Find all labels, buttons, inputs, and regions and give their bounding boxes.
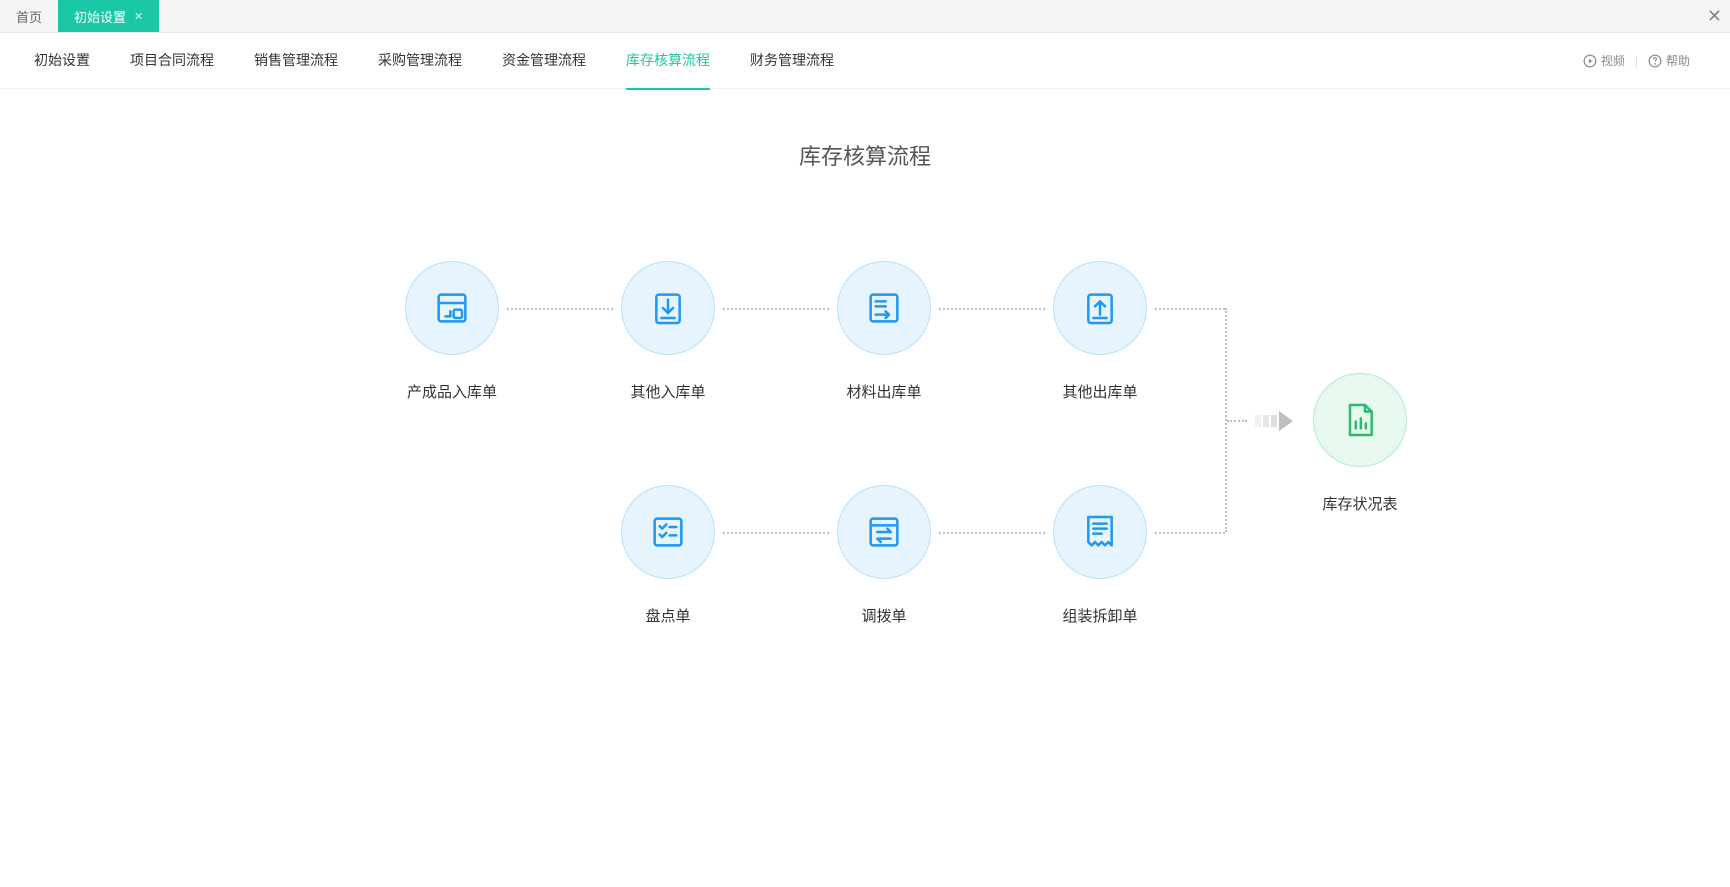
node-finished-goods-in[interactable]: 产成品入库单 bbox=[405, 261, 499, 402]
sub-nav-item-1[interactable]: 项目合同流程 bbox=[130, 32, 214, 90]
connector-r1-2 bbox=[723, 308, 829, 310]
node-other-out[interactable]: 其他出库单 bbox=[1053, 261, 1147, 402]
sub-nav-right: 视频 | 帮助 bbox=[1583, 52, 1690, 69]
sub-nav-item-5[interactable]: 库存核算流程 bbox=[626, 32, 710, 90]
sub-nav: 初始设置 项目合同流程 销售管理流程 采购管理流程 资金管理流程 库存核算流程 … bbox=[0, 33, 1730, 89]
upload-doc-icon bbox=[1080, 288, 1120, 328]
arrow-icon bbox=[1255, 411, 1293, 431]
tab-active[interactable]: 初始设置 ✕ bbox=[58, 0, 159, 32]
receipt-icon bbox=[1080, 512, 1120, 552]
node-label: 组装拆卸单 bbox=[1053, 605, 1147, 626]
divider: | bbox=[1635, 54, 1638, 68]
sub-nav-item-4[interactable]: 资金管理流程 bbox=[502, 32, 586, 90]
help-circle-icon bbox=[1648, 54, 1662, 68]
checklist-icon bbox=[648, 512, 688, 552]
play-circle-icon bbox=[1583, 54, 1597, 68]
node-label: 库存状况表 bbox=[1313, 493, 1407, 514]
node-label: 其他出库单 bbox=[1053, 381, 1147, 402]
tab-home-label: 首页 bbox=[16, 7, 42, 26]
close-icon[interactable]: ✕ bbox=[134, 10, 143, 23]
node-stocktake[interactable]: 盘点单 bbox=[621, 485, 715, 626]
connector-r1-1 bbox=[507, 308, 613, 310]
help-link[interactable]: 帮助 bbox=[1648, 52, 1690, 69]
flow-canvas: 产成品入库单 其他入库单 材料出库单 bbox=[165, 261, 1565, 711]
inbox-in-icon bbox=[432, 288, 472, 328]
sub-nav-item-0[interactable]: 初始设置 bbox=[34, 32, 90, 90]
node-material-out[interactable]: 材料出库单 bbox=[837, 261, 931, 402]
flow-title: 库存核算流程 bbox=[0, 139, 1730, 171]
tab-active-label: 初始设置 bbox=[74, 7, 126, 26]
help-label: 帮助 bbox=[1666, 52, 1690, 69]
connector-merge-bottom bbox=[1155, 532, 1225, 534]
report-chart-icon bbox=[1340, 400, 1380, 440]
node-label: 其他入库单 bbox=[621, 381, 715, 402]
swap-icon bbox=[864, 512, 904, 552]
node-other-in[interactable]: 其他入库单 bbox=[621, 261, 715, 402]
connector-merge-top bbox=[1155, 308, 1225, 310]
node-transfer[interactable]: 调拨单 bbox=[837, 485, 931, 626]
node-label: 调拨单 bbox=[837, 605, 931, 626]
node-label: 产成品入库单 bbox=[405, 381, 499, 402]
tab-home[interactable]: 首页 bbox=[0, 0, 58, 32]
node-assemble[interactable]: 组装拆卸单 bbox=[1053, 485, 1147, 626]
list-arrow-icon bbox=[864, 288, 904, 328]
connector-r2-1 bbox=[723, 532, 829, 534]
window-close-icon[interactable]: ✕ bbox=[1707, 6, 1722, 27]
sub-nav-item-3[interactable]: 采购管理流程 bbox=[378, 32, 462, 90]
connector-merge-mid bbox=[1227, 420, 1247, 422]
node-label: 材料出库单 bbox=[837, 381, 931, 402]
node-label: 盘点单 bbox=[621, 605, 715, 626]
video-label: 视频 bbox=[1601, 52, 1625, 69]
sub-nav-item-2[interactable]: 销售管理流程 bbox=[254, 32, 338, 90]
sub-nav-item-6[interactable]: 财务管理流程 bbox=[750, 32, 834, 90]
node-inventory-status[interactable]: 库存状况表 bbox=[1313, 373, 1407, 514]
connector-r1-3 bbox=[939, 308, 1045, 310]
connector-r2-2 bbox=[939, 532, 1045, 534]
flow-area: 库存核算流程 bbox=[0, 89, 1730, 711]
download-doc-icon bbox=[648, 288, 688, 328]
video-link[interactable]: 视频 bbox=[1583, 52, 1625, 69]
top-tab-bar: 首页 初始设置 ✕ bbox=[0, 0, 1730, 33]
